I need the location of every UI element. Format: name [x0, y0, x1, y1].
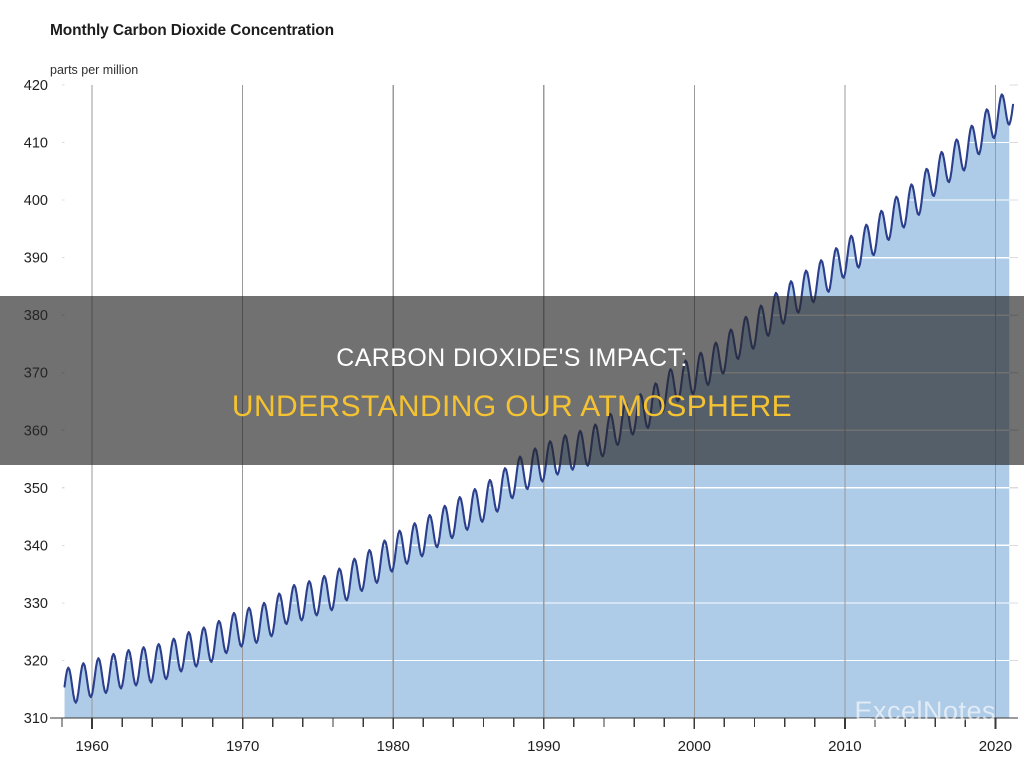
svg-text:2010: 2010 [828, 738, 861, 755]
chart-axis-unit-label: parts per million [50, 63, 139, 77]
svg-text:310: 310 [24, 711, 48, 727]
svg-text:330: 330 [24, 596, 48, 612]
svg-text:340: 340 [24, 538, 48, 554]
svg-text:1980: 1980 [377, 738, 410, 755]
banner-headline-secondary: UNDERSTANDING OUR ATMOSPHERE [231, 389, 793, 423]
svg-text:390: 390 [24, 251, 48, 267]
svg-text:320: 320 [24, 653, 48, 669]
banner-headline-primary: CARBON DIOXIDE'S IMPACT: [336, 343, 688, 372]
overlay-banner: CARBON DIOXIDE'S IMPACT: UNDERSTANDING O… [0, 296, 1024, 465]
svg-text:1970: 1970 [226, 738, 259, 755]
svg-text:400: 400 [24, 193, 48, 209]
svg-text:2020: 2020 [979, 738, 1012, 755]
svg-text:1960: 1960 [75, 738, 108, 755]
svg-text:2000: 2000 [678, 738, 711, 755]
svg-text:1990: 1990 [527, 738, 560, 755]
chart-area-fill [64, 94, 1010, 718]
x-axis [50, 717, 1018, 729]
svg-text:350: 350 [24, 481, 48, 497]
svg-text:410: 410 [24, 136, 48, 152]
chart-title: Monthly Carbon Dioxide Concentration [50, 22, 335, 39]
svg-text:420: 420 [24, 78, 48, 94]
chart-data-line [63, 93, 1015, 704]
x-axis-tick-labels: 1960 1970 1980 1990 2000 2010 2020 [75, 738, 1012, 755]
